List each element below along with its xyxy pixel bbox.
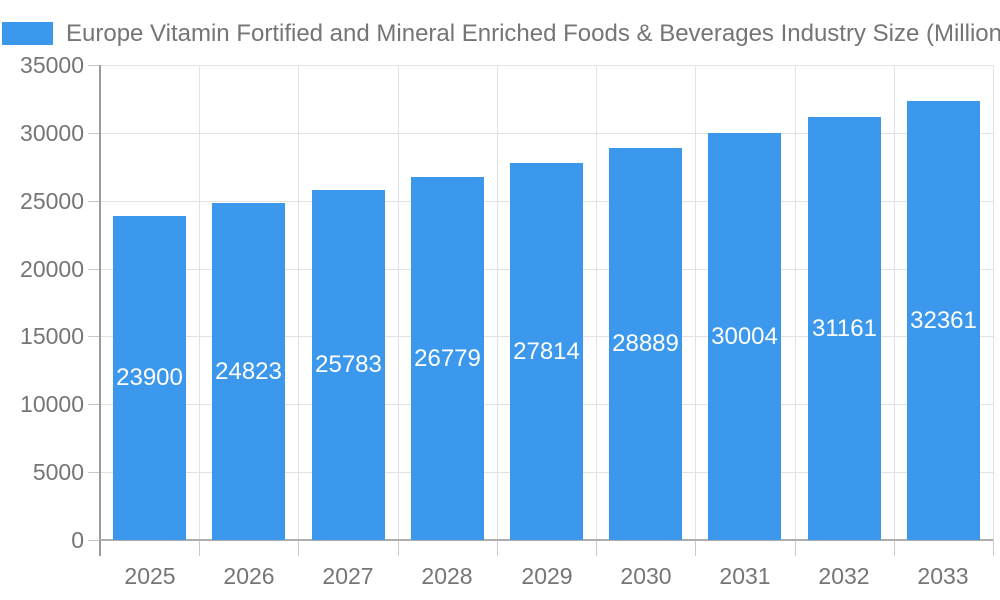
chart-title: Europe Vitamin Fortified and Mineral Enr… [66,20,1000,47]
x-tick [497,540,498,556]
y-axis-label: 0 [71,527,84,553]
x-gridline [993,65,994,540]
x-gridline [199,65,200,540]
x-tick [398,540,399,556]
bar-value-label: 24823 [215,357,282,385]
bar-value-label: 27814 [513,337,580,365]
x-axis-label: 2030 [620,563,672,589]
y-axis-label: 10000 [20,391,84,417]
x-axis-baseline [100,539,993,541]
bar-value-label: 31161 [812,314,877,342]
x-axis-label: 2033 [917,563,969,589]
x-gridline [596,65,597,540]
y-tick [88,540,100,541]
x-tick [298,540,299,556]
bar-value-label: 28889 [612,330,679,357]
x-tick [695,540,696,556]
y-axis-label: 30000 [20,120,84,146]
x-axis-label: 2028 [421,563,473,589]
bar-value-label: 30004 [711,322,778,350]
bar: 23900 [113,216,186,540]
y-tick [88,336,100,337]
bar: 24823 [212,203,285,540]
y-tick [88,65,100,66]
y-tick [88,404,100,405]
bar: 28889 [609,148,682,540]
x-gridline [497,65,498,540]
bar-value-label: 32361 [910,306,977,334]
bar-value-label: 26779 [414,344,481,372]
x-axis-label: 2025 [124,563,176,589]
x-axis-label: 2027 [322,563,374,589]
bar: 26779 [411,177,484,540]
y-tick [88,472,100,473]
x-gridline [894,65,895,540]
bar-value-label: 23900 [116,364,183,391]
bar: 25783 [312,190,385,540]
x-gridline [398,65,399,540]
legend-swatch [2,22,53,45]
x-tick [894,540,895,556]
bar: 30004 [708,133,781,540]
y-tick [88,133,100,134]
x-gridline [795,65,796,540]
x-axis-label: 2026 [223,563,275,589]
y-tick [88,201,100,202]
y-tick [88,269,100,270]
y-axis-label: 5000 [32,459,84,485]
x-tick [795,540,796,556]
x-axis-label: 2029 [521,563,573,589]
y-axis-label: 20000 [20,256,84,282]
bar: 32361 [907,101,980,540]
x-tick [199,540,200,556]
bar-value-label: 25783 [315,351,382,378]
x-axis-label: 2032 [818,563,870,589]
y-axis-label: 25000 [20,188,84,214]
y-axis-line [99,65,101,556]
bar: 31161 [808,117,881,540]
x-gridline [298,65,299,540]
y-axis-label: 35000 [20,52,84,78]
x-tick [993,540,994,556]
x-tick [596,540,597,556]
bar: 27814 [510,163,583,540]
x-gridline [695,65,696,540]
y-gridline [100,65,993,66]
y-gridline [100,133,993,134]
y-axis-label: 15000 [20,323,84,349]
x-axis-label: 2031 [719,563,771,589]
